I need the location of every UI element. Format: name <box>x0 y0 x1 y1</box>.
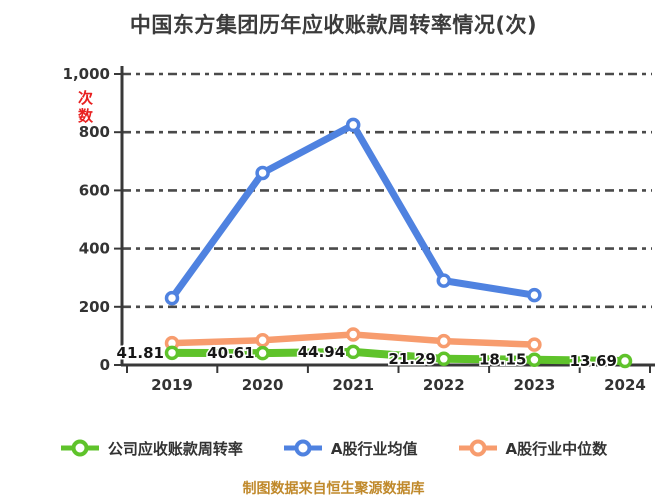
data-point-marker-industry-median <box>436 333 452 349</box>
legend-item-industry-mean: A股行业均值 <box>283 437 418 459</box>
data-point-marker-industry-median <box>345 327 361 342</box>
y-axis-label: 800 <box>79 123 110 141</box>
data-point-label: 44.94 <box>298 343 345 361</box>
data-point-marker-company <box>436 351 452 367</box>
x-axis-label: 2019 <box>151 376 193 394</box>
data-point-marker-company <box>164 345 180 361</box>
legend-item-company: 公司应收账款周转率 <box>60 437 243 459</box>
legend-item-industry-median: A股行业中位数 <box>458 437 608 459</box>
data-source-footer: 制图数据来自恒生聚源数据库 <box>242 481 425 497</box>
legend-marker-industry-mean-icon <box>283 439 322 457</box>
x-axis-label: 2021 <box>332 376 374 394</box>
legend-label-industry-median: A股行业中位数 <box>505 439 608 458</box>
data-point-marker-industry-mean <box>345 117 361 133</box>
y-axis-label: 200 <box>79 298 110 316</box>
data-point-label: 41.81 <box>117 344 164 362</box>
data-point-marker-industry-mean <box>255 165 270 181</box>
data-point-marker-industry-median <box>527 337 542 352</box>
legend-label-industry-mean: A股行业均值 <box>330 439 418 458</box>
data-point-marker-company <box>527 352 542 367</box>
data-point-marker-company <box>255 345 270 361</box>
data-point-marker-industry-mean <box>164 290 180 306</box>
x-axis-label: 2022 <box>423 376 465 394</box>
x-axis-label: 2023 <box>514 376 556 394</box>
legend-marker-industry-median-icon <box>458 439 497 457</box>
data-point-marker-industry-mean <box>527 287 542 303</box>
data-point-label: 21.29 <box>388 350 435 368</box>
y-axis-label: 1,000 <box>63 65 110 83</box>
y-axis-label: 0 <box>100 356 110 374</box>
y-axis-unit-label: 次数 <box>76 90 94 126</box>
x-axis-label: 2024 <box>604 376 646 394</box>
series-line-industry-mean <box>168 121 538 302</box>
data-point-marker-industry-median <box>255 333 270 348</box>
data-point-marker-industry-mean <box>436 273 452 288</box>
y-axis-label: 600 <box>79 181 110 199</box>
data-point-marker-company <box>617 353 633 369</box>
data-point-label: 18.15 <box>479 351 526 369</box>
data-point-marker-company <box>345 344 361 360</box>
series-line-company <box>168 347 629 366</box>
legend-marker-company-icon <box>60 439 99 457</box>
chart-legend: 公司应收账款周转率 A股行业均值 A股行业中位数 <box>0 437 667 459</box>
x-axis-label: 2020 <box>242 376 284 394</box>
legend-label-company: 公司应收账款周转率 <box>107 439 243 458</box>
data-point-label: 13.69 <box>570 352 617 370</box>
chart-title: 中国东方集团历年应收账款周转率情况(次) <box>129 13 538 37</box>
y-axis-label: 400 <box>79 240 110 258</box>
data-point-label: 40.61 <box>207 344 254 362</box>
